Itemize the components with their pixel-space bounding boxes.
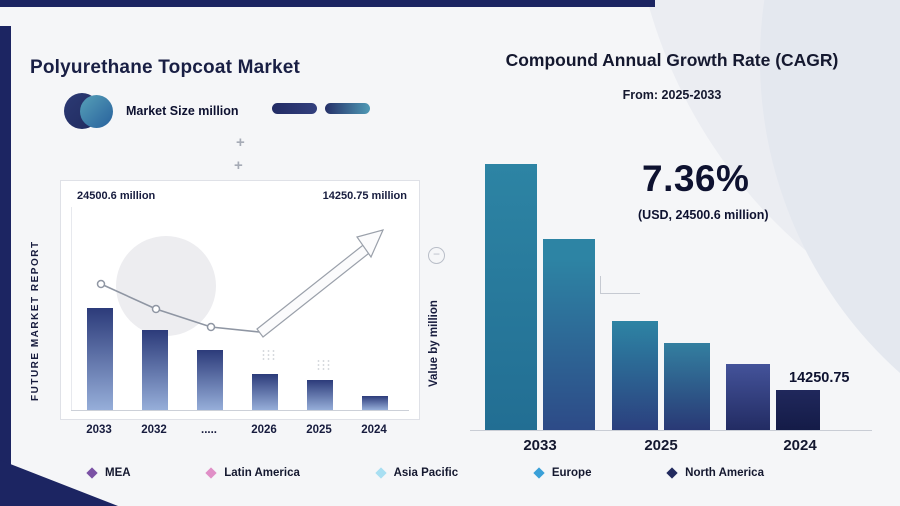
cagr-bar-2033-1 — [485, 164, 537, 431]
x-label-2026: 2026 — [251, 424, 277, 436]
market-size-legend-label: Market Size million — [126, 104, 239, 118]
market-size-icon — [64, 92, 114, 130]
x-axis-line — [71, 410, 409, 411]
watermark-future-market-report: FUTURE MARKET REPORT — [30, 240, 41, 401]
cagr-percentage: 7.36% — [642, 158, 750, 199]
pill-navy-icon — [272, 103, 317, 114]
cagr-bar-2025-1 — [612, 321, 658, 431]
legend-item-latin-america: Latin America — [205, 467, 300, 479]
x-label-2024: 2024 — [361, 424, 387, 436]
diamond-icon — [205, 467, 217, 479]
cagr-subtitle: From: 2025-2033 — [622, 88, 722, 102]
legend-item-mea: MEA — [86, 467, 131, 479]
market-size-bar-2025 — [307, 380, 333, 410]
blob-decoration — [116, 236, 216, 336]
diamond-icon — [86, 467, 98, 479]
diamond-icon — [374, 467, 387, 479]
cagr-bar-group-2025 — [612, 321, 710, 431]
legend-label: Asia Pacific — [393, 467, 459, 479]
region-legend: MEA Latin America Asia Pacific Europe No… — [86, 467, 764, 479]
value-2033: 24500.6 million — [77, 190, 156, 202]
cagr-bar-2033-2 — [543, 239, 595, 431]
legend-pills — [272, 103, 370, 114]
dot-grid-icon — [261, 349, 277, 361]
market-size-bar-..... — [197, 350, 223, 410]
bar-value-2024: 14250.75 — [789, 370, 850, 386]
cagr-bar-2024-2 — [776, 390, 820, 431]
bracket-decoration — [600, 276, 640, 294]
x-label-2025: 2025 — [306, 424, 332, 436]
y-axis-label: Value by million — [428, 300, 440, 388]
plus-icon: + — [234, 157, 243, 174]
cagr-bar-2024-1 — [726, 364, 770, 431]
market-size-bar-2026 — [252, 374, 278, 410]
diamond-icon — [666, 467, 678, 479]
market-size-bar-2033 — [87, 308, 113, 410]
left-accent-strip — [0, 26, 11, 506]
x-label-2033: 2033 — [86, 424, 112, 436]
trend-line-arrow — [96, 229, 385, 338]
cagr-title: Compound Annual Growth Rate (CAGR) — [505, 50, 839, 70]
legend-label: MEA — [105, 467, 131, 479]
legend-label: Europe — [551, 467, 592, 479]
x-label-2032: 2032 — [141, 424, 167, 436]
cagr-x-label-2025: 2025 — [644, 437, 678, 454]
minus-circle-icon: − — [428, 247, 445, 264]
market-size-legend: Market Size million — [64, 92, 239, 130]
dot-grid-icon — [316, 359, 332, 371]
legend-label: Latin America — [224, 467, 300, 479]
cagr-bar-group-2033 — [485, 164, 595, 431]
legend-label: North America — [685, 467, 764, 479]
cagr-x-axis-line — [470, 430, 872, 431]
cagr-x-label-2033: 2033 — [523, 437, 557, 454]
left-chart-x-labels: 2033 2032 ..... 2026 2025 2024 — [60, 424, 420, 440]
left-chart-bars — [61, 190, 419, 410]
x-label-ellipsis: ..... — [201, 424, 217, 436]
legend-item-asia-pacific: Asia Pacific — [374, 467, 459, 479]
legend-item-north-america: North America — [666, 467, 764, 479]
value-2024: 14250.75 million — [322, 190, 407, 202]
top-accent-strip — [0, 0, 655, 7]
diamond-icon — [533, 467, 545, 479]
cagr-x-label-2024: 2024 — [783, 437, 817, 454]
y-axis-line — [71, 207, 72, 411]
page-title: Polyurethane Topcoat Market — [30, 57, 301, 78]
cagr-bar-2025-2 — [664, 343, 710, 431]
cagr-basis-value: (USD, 24500.6 million) — [638, 208, 769, 222]
market-size-bar-2032 — [142, 330, 168, 410]
cagr-bar-group-2024 — [726, 364, 820, 431]
market-size-bar-2024 — [362, 396, 388, 410]
market-size-chart-panel: 24500.6 million 14250.75 million — [60, 180, 420, 420]
legend-item-europe: Europe — [533, 467, 592, 479]
circle-teal-icon — [80, 95, 113, 128]
pill-teal-icon — [325, 103, 370, 114]
plus-icon: + — [236, 134, 245, 151]
